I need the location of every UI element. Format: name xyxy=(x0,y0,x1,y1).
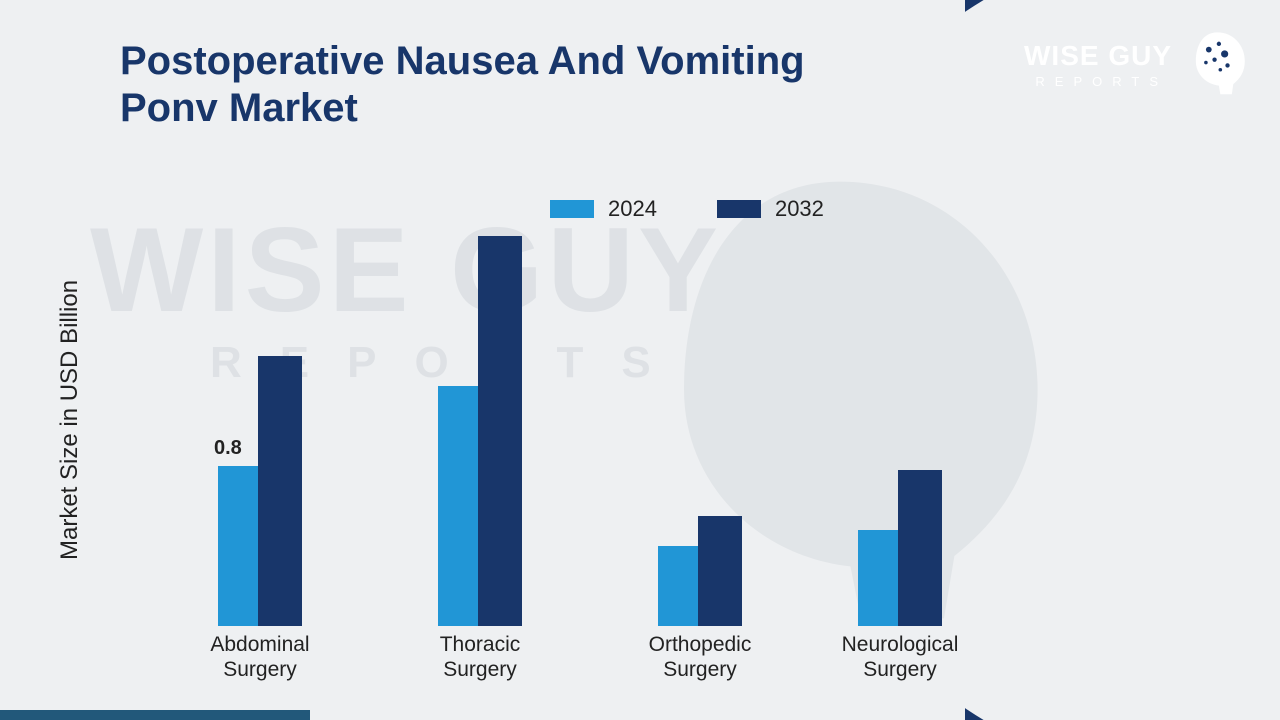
x-label-line2: Surgery xyxy=(600,657,800,682)
plot-area: 0.8AbdominalSurgeryThoracicSurgeryOrthop… xyxy=(120,226,940,626)
bar-2024 xyxy=(658,546,702,626)
bottom-accent-bar xyxy=(0,710,310,720)
x-axis-label: OrthopedicSurgery xyxy=(600,632,800,682)
bar-2032 xyxy=(698,516,742,626)
bars-container xyxy=(800,226,1000,626)
bar-group xyxy=(600,226,800,626)
bars-container xyxy=(600,226,800,626)
y-axis-label: Market Size in USD Billion xyxy=(56,280,84,560)
x-label-line1: Neurological xyxy=(800,632,1000,657)
bars-container xyxy=(160,226,360,626)
x-axis-label: NeurologicalSurgery xyxy=(800,632,1000,682)
bar-group xyxy=(800,226,1000,626)
bar-2024 xyxy=(438,386,482,626)
bar-group xyxy=(380,226,580,626)
x-label-line1: Abdominal xyxy=(160,632,360,657)
x-axis-label: ThoracicSurgery xyxy=(380,632,580,682)
x-axis-label: AbdominalSurgery xyxy=(160,632,360,682)
bar-2032 xyxy=(478,236,522,626)
legend: 2024 2032 xyxy=(550,196,824,222)
x-label-line2: Surgery xyxy=(380,657,580,682)
legend-item-2032: 2032 xyxy=(717,196,824,222)
x-label-line2: Surgery xyxy=(160,657,360,682)
legend-item-2024: 2024 xyxy=(550,196,657,222)
bar-2024 xyxy=(218,466,262,626)
x-label-line1: Orthopedic xyxy=(600,632,800,657)
logo-head-icon xyxy=(1180,28,1252,100)
bar-2032 xyxy=(258,356,302,626)
bar-group: 0.8 xyxy=(160,226,360,626)
bar-2032 xyxy=(898,470,942,626)
brand-logo: WISE GUY REPORTS xyxy=(1024,28,1252,100)
chart-canvas: WISE GUY REPORTS Postoperative Nausea An… xyxy=(0,0,1280,720)
bar-value-label: 0.8 xyxy=(214,437,242,460)
logo-line2: REPORTS xyxy=(1024,74,1172,89)
x-label-line2: Surgery xyxy=(800,657,1000,682)
legend-swatch-2024 xyxy=(550,200,594,218)
bars-container xyxy=(380,226,580,626)
x-label-line1: Thoracic xyxy=(380,632,580,657)
bar-2024 xyxy=(858,530,902,626)
legend-label-2032: 2032 xyxy=(775,196,824,222)
legend-label-2024: 2024 xyxy=(608,196,657,222)
legend-swatch-2032 xyxy=(717,200,761,218)
chart-title: Postoperative Nausea And Vomiting Ponv M… xyxy=(120,38,880,132)
logo-line1: WISE GUY xyxy=(1024,40,1172,72)
